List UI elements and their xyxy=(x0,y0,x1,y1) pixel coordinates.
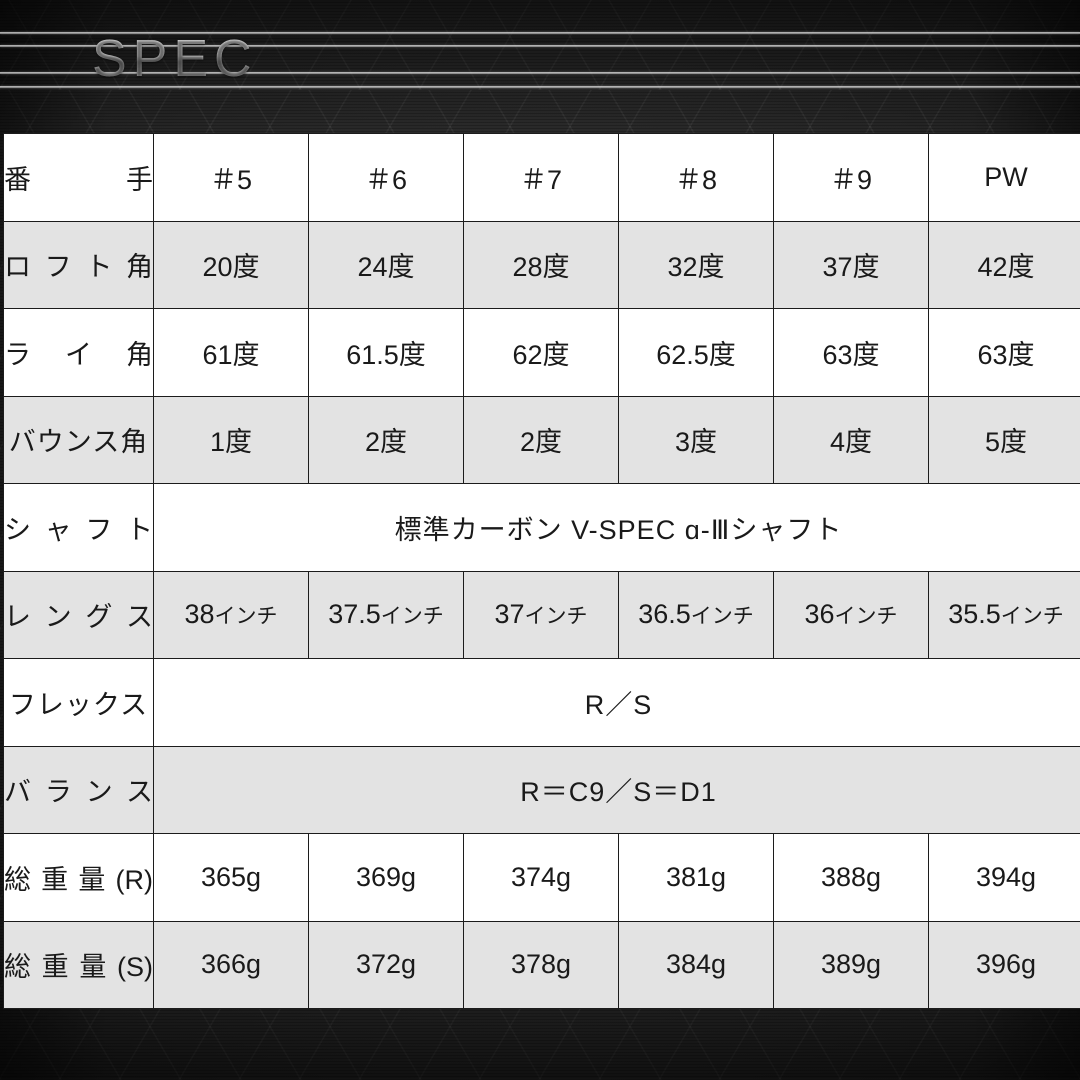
row-label: 番 手 xyxy=(3,133,154,222)
column-header-cell: ＃8 xyxy=(618,133,774,222)
value-number: 35.5 xyxy=(948,599,1001,630)
merged-value-cell: R＝C9／S＝D1 xyxy=(153,745,1080,834)
value-unit: インチ xyxy=(214,605,278,629)
row-label: 総重量(S) xyxy=(3,920,154,1009)
column-header-cell: ＃5 xyxy=(153,133,309,222)
table-row: 総重量(S) 366g 372g 378g 384g 389g 396g xyxy=(3,920,1080,1009)
value-unit: インチ xyxy=(690,605,754,629)
table-row: レングス 38インチ 37.5インチ 37インチ 36.5インチ 36インチ 35.5インチ xyxy=(3,570,1080,659)
column-header-cell: ＃9 xyxy=(773,133,929,222)
value-cell: 63度 xyxy=(773,308,929,397)
row-label: バランス xyxy=(3,745,154,834)
column-header-cell: ＃6 xyxy=(308,133,464,222)
row-label: フレックス xyxy=(3,658,154,747)
value-cell: 389g xyxy=(773,920,929,1009)
value-cell: 61度 xyxy=(153,308,309,397)
value-cell: 37.5インチ xyxy=(308,570,464,659)
value-cell: 2度 xyxy=(308,395,464,484)
value-cell: 36インチ xyxy=(773,570,929,659)
value-cell: 24度 xyxy=(308,220,464,309)
table-row: フレックス R／S xyxy=(3,658,1080,747)
column-header-cell: PW xyxy=(928,133,1080,222)
value-cell: 381g xyxy=(618,833,774,922)
value-cell: 369g xyxy=(308,833,464,922)
value-number: 36.5 xyxy=(638,599,691,630)
value-cell: 62度 xyxy=(463,308,619,397)
value-cell: 42度 xyxy=(928,220,1080,309)
value-cell: 384g xyxy=(618,920,774,1009)
value-cell: 37インチ xyxy=(463,570,619,659)
value-cell: 32度 xyxy=(618,220,774,309)
merged-value-cell: 標準カーボン V-SPEC ɑ-Ⅲシャフト xyxy=(153,483,1080,572)
value-cell: 378g xyxy=(463,920,619,1009)
row-label: ロフト角 xyxy=(3,220,154,309)
value-cell: 35.5インチ xyxy=(928,570,1080,659)
value-cell: 1度 xyxy=(153,395,309,484)
value-cell: 4度 xyxy=(773,395,929,484)
value-cell: 366g xyxy=(153,920,309,1009)
table-row: バウンス角 1度 2度 2度 3度 4度 5度 xyxy=(3,395,1080,484)
value-cell: 62.5度 xyxy=(618,308,774,397)
value-number: 36 xyxy=(804,599,835,630)
value-number: 37.5 xyxy=(328,599,381,630)
row-label: ライ角 xyxy=(3,308,154,397)
row-label: シャフト xyxy=(3,483,154,572)
table-row: 総重量(R) 365g 369g 374g 381g 388g 394g xyxy=(3,833,1080,922)
value-unit: インチ xyxy=(380,605,444,629)
value-number: 37 xyxy=(494,599,525,630)
table-row: ロフト角 20度 24度 28度 32度 37度 42度 xyxy=(3,220,1080,309)
value-cell: 36.5インチ xyxy=(618,570,774,659)
value-cell: 388g xyxy=(773,833,929,922)
value-number: 38 xyxy=(184,599,215,630)
value-cell: 372g xyxy=(308,920,464,1009)
table-row: ライ角 61度 61.5度 62度 62.5度 63度 63度 xyxy=(3,308,1080,397)
table-row: 番 手＃5 ＃6 ＃7 ＃8 ＃9 PW xyxy=(3,133,1080,222)
value-cell: 3度 xyxy=(618,395,774,484)
value-unit: インチ xyxy=(1000,605,1064,629)
value-cell: 61.5度 xyxy=(308,308,464,397)
value-cell: 5度 xyxy=(928,395,1080,484)
spec-banner: SPEC xyxy=(0,0,1080,120)
page-title: SPEC xyxy=(74,27,276,91)
value-cell: 37度 xyxy=(773,220,929,309)
value-cell: 63度 xyxy=(928,308,1080,397)
value-cell: 394g xyxy=(928,833,1080,922)
banner-rule-4 xyxy=(0,86,1080,88)
banner-rule-3 xyxy=(0,72,1080,74)
value-cell: 374g xyxy=(463,833,619,922)
value-cell: 38インチ xyxy=(153,570,309,659)
column-header-cell: ＃7 xyxy=(463,133,619,222)
spec-table: 番 手＃5 ＃6 ＃7 ＃8 ＃9 PW ロフト角 20度 24度 28度 32度 37度 42度 ライ角… xyxy=(3,133,1080,1009)
value-unit: インチ xyxy=(834,605,898,629)
banner-rule-1 xyxy=(0,32,1080,34)
row-label: レングス xyxy=(3,570,154,659)
spec-table-container: 番 手＃5 ＃6 ＃7 ＃8 ＃9 PW ロフト角 20度 24度 28度 32度 37度 42度 ライ角… xyxy=(3,133,1080,1009)
value-cell: 396g xyxy=(928,920,1080,1009)
table-row: バランス R＝C9／S＝D1 xyxy=(3,745,1080,834)
row-label: 総重量(R) xyxy=(3,833,154,922)
table-row: シャフト 標準カーボン V-SPEC ɑ-Ⅲシャフト xyxy=(3,483,1080,572)
merged-value-cell: R／S xyxy=(153,658,1080,747)
value-unit: インチ xyxy=(524,605,588,629)
row-label: バウンス角 xyxy=(3,395,154,484)
value-cell: 365g xyxy=(153,833,309,922)
value-cell: 20度 xyxy=(153,220,309,309)
value-cell: 2度 xyxy=(463,395,619,484)
banner-rule-2 xyxy=(0,45,1080,47)
value-cell: 28度 xyxy=(463,220,619,309)
